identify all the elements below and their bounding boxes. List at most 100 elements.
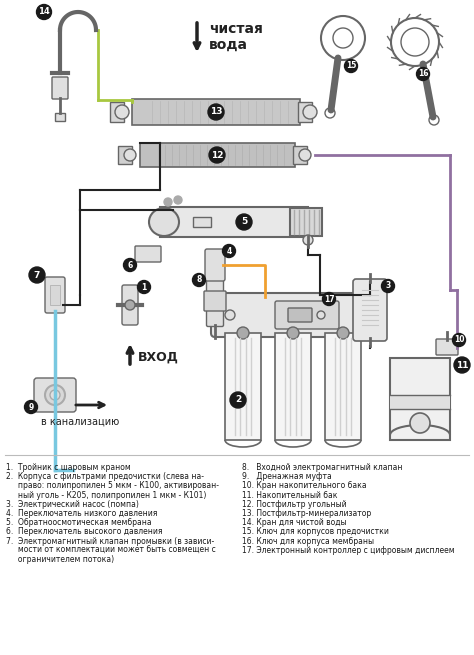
Bar	[118, 146, 132, 164]
FancyBboxPatch shape	[288, 308, 312, 322]
Text: в канализацию: в канализацию	[41, 417, 119, 427]
Circle shape	[236, 214, 252, 230]
Circle shape	[230, 392, 246, 408]
Text: 6: 6	[128, 261, 133, 269]
Circle shape	[208, 104, 224, 120]
FancyBboxPatch shape	[207, 278, 224, 326]
Circle shape	[410, 413, 430, 433]
Bar	[293, 146, 307, 164]
Circle shape	[303, 105, 317, 119]
Text: 13: 13	[210, 107, 222, 117]
FancyBboxPatch shape	[211, 293, 384, 337]
Text: 11. Накопительный бак: 11. Накопительный бак	[242, 491, 337, 500]
Text: 10: 10	[454, 335, 464, 345]
Text: право: полипропилен 5 мкм - К100, активирован-: право: полипропилен 5 мкм - К100, активи…	[6, 481, 219, 491]
Circle shape	[417, 67, 429, 81]
Circle shape	[337, 327, 349, 339]
Circle shape	[124, 259, 137, 272]
Text: 8: 8	[196, 276, 202, 284]
Circle shape	[237, 327, 249, 339]
Circle shape	[317, 311, 325, 319]
Text: 17. Электронный контроллер с цифровым дисплеем: 17. Электронный контроллер с цифровым ди…	[242, 546, 455, 555]
Text: 15. Ключ для корпусов предочистки: 15. Ключ для корпусов предочистки	[242, 527, 389, 536]
Bar	[275, 333, 311, 440]
Text: 1.  Тройник с шаровым краном: 1. Тройник с шаровым краном	[6, 463, 131, 472]
Text: 9: 9	[28, 403, 34, 411]
Circle shape	[222, 244, 236, 257]
Text: 7: 7	[34, 271, 40, 280]
Circle shape	[382, 280, 394, 293]
Text: 17: 17	[324, 295, 334, 303]
Text: ВХОД: ВХОД	[138, 350, 179, 364]
Circle shape	[192, 274, 206, 286]
FancyBboxPatch shape	[140, 143, 295, 167]
Ellipse shape	[149, 208, 179, 236]
FancyBboxPatch shape	[132, 99, 300, 125]
Circle shape	[164, 198, 172, 206]
Text: 5: 5	[241, 217, 247, 227]
Circle shape	[299, 149, 311, 161]
Text: 16. Ключ для корпуса мембраны: 16. Ключ для корпуса мембраны	[242, 536, 374, 546]
Bar	[55, 113, 65, 121]
Bar	[290, 208, 322, 236]
Circle shape	[36, 5, 52, 20]
Text: 3.  Электрический насос (помпа): 3. Электрический насос (помпа)	[6, 500, 139, 509]
Text: 1: 1	[141, 282, 146, 291]
FancyBboxPatch shape	[160, 207, 308, 237]
Text: 8.   Входной электромагнитный клапан: 8. Входной электромагнитный клапан	[242, 463, 402, 472]
Text: 5.  Обратноосмотическая мембрана: 5. Обратноосмотическая мембрана	[6, 518, 152, 527]
FancyBboxPatch shape	[275, 301, 339, 329]
Bar	[225, 333, 261, 440]
Circle shape	[360, 310, 370, 320]
Text: 4: 4	[227, 246, 232, 255]
Circle shape	[115, 105, 129, 119]
Circle shape	[209, 147, 225, 163]
Text: 6.  Переключатель высокого давления: 6. Переключатель высокого давления	[6, 527, 163, 536]
Circle shape	[29, 267, 45, 283]
Text: мости от комплектации может быть совмещен с: мости от комплектации может быть совмеще…	[6, 546, 216, 555]
FancyBboxPatch shape	[135, 246, 161, 262]
Text: 7.  Электромагнитный клапан промывки (в зависи-: 7. Электромагнитный клапан промывки (в з…	[6, 536, 214, 546]
Bar	[298, 102, 312, 122]
Circle shape	[454, 357, 470, 373]
FancyBboxPatch shape	[205, 249, 225, 281]
Bar	[110, 102, 124, 122]
Circle shape	[137, 280, 151, 293]
Circle shape	[50, 390, 60, 400]
FancyBboxPatch shape	[204, 291, 226, 311]
Circle shape	[453, 333, 465, 346]
Text: 16: 16	[418, 69, 428, 79]
Bar	[390, 395, 450, 409]
Bar	[290, 208, 322, 236]
Circle shape	[303, 235, 313, 245]
Bar	[325, 333, 361, 440]
Text: 14. Кран для чистой воды: 14. Кран для чистой воды	[242, 518, 346, 527]
Text: 9.   Дренажная муфта: 9. Дренажная муфта	[242, 472, 332, 481]
Text: 12: 12	[211, 151, 223, 160]
Circle shape	[45, 385, 65, 405]
Circle shape	[287, 327, 299, 339]
Text: 3: 3	[385, 282, 391, 291]
Text: 2.  Корпуса с фильтрами предочистки (слева на-: 2. Корпуса с фильтрами предочистки (слев…	[6, 472, 204, 481]
Circle shape	[322, 293, 336, 305]
Circle shape	[345, 60, 357, 73]
Bar	[50, 285, 60, 305]
FancyBboxPatch shape	[436, 339, 458, 355]
Text: 11: 11	[456, 360, 468, 369]
Text: 12. Постфильтр угольный: 12. Постфильтр угольный	[242, 500, 346, 509]
Text: ный уголь - К205, полипропилен 1 мкм - К101): ный уголь - К205, полипропилен 1 мкм - К…	[6, 491, 206, 500]
Circle shape	[25, 400, 37, 413]
Text: 4.  Переключатель низкого давления: 4. Переключатель низкого давления	[6, 509, 157, 518]
FancyBboxPatch shape	[34, 378, 76, 412]
Circle shape	[125, 300, 135, 310]
Text: чистая
вода: чистая вода	[209, 22, 263, 52]
FancyBboxPatch shape	[122, 285, 138, 325]
Text: 15: 15	[346, 62, 356, 71]
Text: ограничителем потока): ограничителем потока)	[6, 555, 114, 564]
Circle shape	[174, 196, 182, 204]
Text: 2: 2	[235, 396, 241, 405]
Bar	[193, 217, 211, 227]
FancyBboxPatch shape	[353, 279, 387, 341]
Bar	[390, 358, 450, 440]
Text: 10. Кран накопительного бака: 10. Кран накопительного бака	[242, 481, 366, 491]
